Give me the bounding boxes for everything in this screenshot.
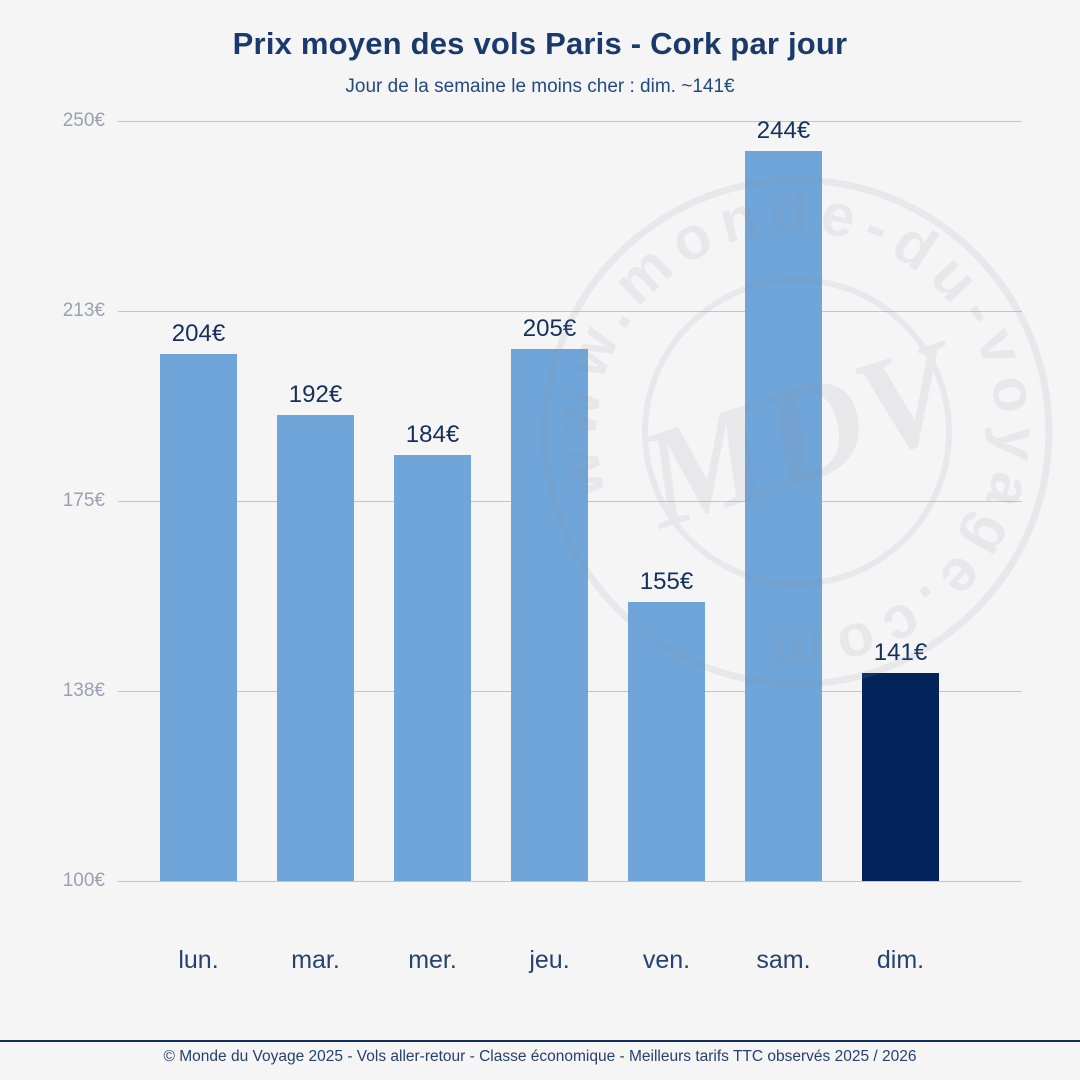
- plot-area: 204€ 192€ 184€ 205€ 155€ 244€ 141€: [118, 117, 1022, 882]
- y-axis-tick-label: 175€: [62, 490, 105, 511]
- gridline: [118, 121, 1022, 122]
- bar-jeu: [511, 349, 588, 881]
- bar-value-label: 204€: [171, 320, 226, 348]
- bar-dim: [862, 673, 939, 881]
- bar-value-label: 205€: [522, 315, 577, 342]
- x-axis-label-dim: dim.: [876, 946, 925, 974]
- x-axis-label-mar: mar.: [291, 946, 340, 974]
- bar-value-label: 192€: [288, 380, 343, 408]
- bar-value-label: 244€: [756, 117, 811, 145]
- chart-subtitle: Jour de la semaine le moins cher : dim. …: [345, 76, 735, 97]
- gridline: [118, 881, 1022, 882]
- gridline: [118, 311, 1022, 312]
- bar-slot: 184€: [374, 121, 491, 881]
- footer-credit: © Monde du Voyage 2025 - Vols aller-reto…: [163, 1048, 917, 1065]
- chart-title: Prix moyen des vols Paris - Cork par jou…: [232, 26, 848, 61]
- bar-sam: [745, 151, 822, 881]
- bar-mer: [394, 455, 471, 881]
- bar-slot: 155€: [608, 121, 725, 881]
- bar-value-label: 155€: [639, 568, 694, 596]
- bar-slot: 244€: [725, 117, 842, 881]
- bar-ven: [628, 602, 705, 881]
- x-axis-label-jeu: jeu.: [529, 946, 570, 974]
- y-axis-tick-label: 213€: [62, 300, 105, 321]
- bar-slot: 204€: [140, 121, 257, 881]
- bar-slot: 141€: [842, 121, 959, 881]
- x-axis-label-mer: mer.: [408, 946, 457, 974]
- bar-mar: [277, 414, 354, 881]
- x-axis-label-ven: ven.: [642, 946, 691, 974]
- bar-slot: 192€: [257, 121, 374, 881]
- bar-lun: [160, 354, 237, 881]
- bar-slot: 205€: [491, 121, 608, 881]
- footer-divider: [0, 1040, 1080, 1042]
- y-axis-tick-label: 250€: [62, 110, 105, 131]
- x-axis-label-sam: sam.: [756, 946, 811, 974]
- bar-value-label: 184€: [405, 421, 460, 449]
- x-axis-label-lun: lun.: [178, 946, 219, 974]
- y-axis-tick-label: 100€: [62, 870, 105, 891]
- bar-value-label: 141€: [873, 639, 928, 667]
- y-axis-tick-label: 138€: [62, 680, 105, 701]
